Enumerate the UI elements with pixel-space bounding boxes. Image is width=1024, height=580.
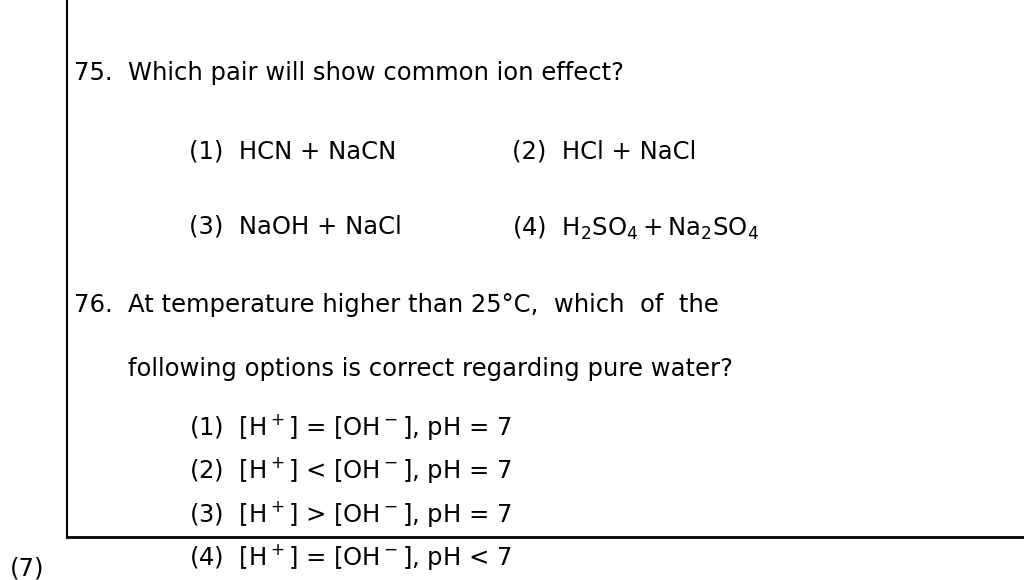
Text: (3)  $[\mathrm{H^+}]$ > $[\mathrm{OH^-}]$, pH = 7: (3) $[\mathrm{H^+}]$ > $[\mathrm{OH^-}]$…	[189, 499, 512, 529]
Text: (2)  $[\mathrm{H^+}]$ < $[\mathrm{OH^-}]$, pH = 7: (2) $[\mathrm{H^+}]$ < $[\mathrm{OH^-}]$…	[189, 455, 512, 485]
Text: (4)  $\mathregular{H_2SO_4 + Na_2SO_4}$: (4) $\mathregular{H_2SO_4 + Na_2SO_4}$	[512, 215, 759, 242]
Text: 75.: 75.	[74, 61, 113, 85]
Text: (3)  NaOH + NaCl: (3) NaOH + NaCl	[189, 215, 402, 238]
Text: (7): (7)	[10, 557, 45, 580]
Text: (1)  $[\mathrm{H^+}]$ = $[\mathrm{OH^-}]$, pH = 7: (1) $[\mathrm{H^+}]$ = $[\mathrm{OH^-}]$…	[189, 412, 512, 442]
Text: At temperature higher than 25°C,  which  of  the: At temperature higher than 25°C, which o…	[128, 293, 719, 317]
Text: (4)  $[\mathrm{H^+}]$ = $[\mathrm{OH^-}]$, pH < 7: (4) $[\mathrm{H^+}]$ = $[\mathrm{OH^-}]$…	[189, 542, 512, 572]
Text: 76.: 76.	[74, 293, 113, 317]
Text: Which pair will show common ion effect?: Which pair will show common ion effect?	[128, 61, 624, 85]
Text: following options is correct regarding pure water?: following options is correct regarding p…	[128, 357, 733, 380]
Text: (1)  HCN + NaCN: (1) HCN + NaCN	[189, 139, 396, 163]
Text: (2)  HCl + NaCl: (2) HCl + NaCl	[512, 139, 696, 163]
